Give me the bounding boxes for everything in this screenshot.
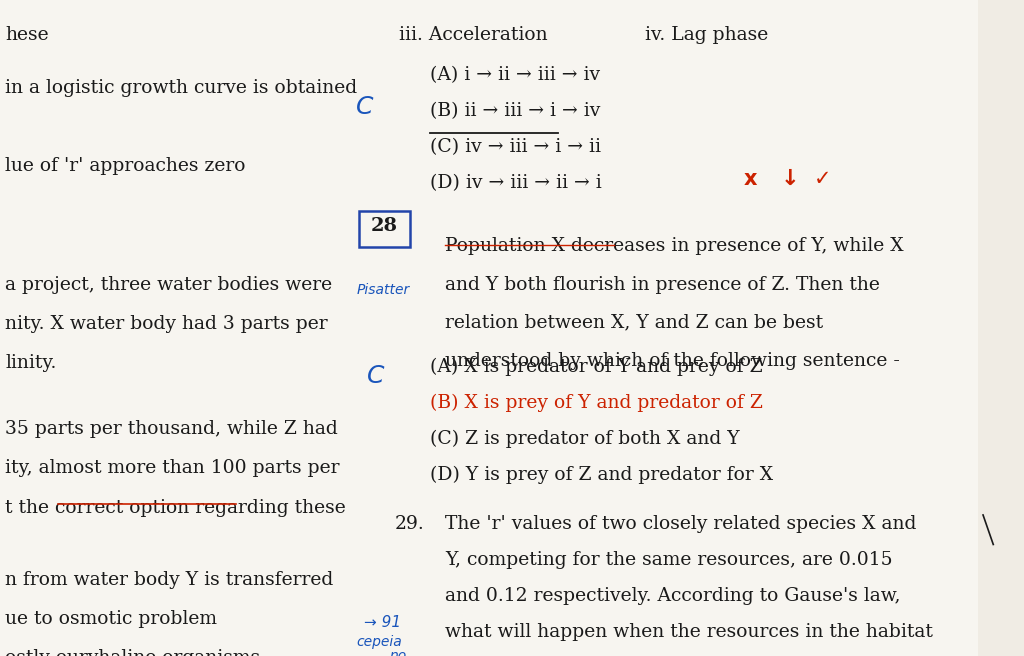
Text: (D) iv → iii → ii → i: (D) iv → iii → ii → i (430, 174, 602, 192)
Text: (A) i → ii → iii → iv: (A) i → ii → iii → iv (430, 66, 600, 83)
Text: ✓: ✓ (814, 169, 831, 188)
Text: understood by which of the following sentence -: understood by which of the following sen… (445, 352, 900, 369)
Text: 28: 28 (371, 216, 398, 235)
Text: no.: no. (389, 649, 411, 656)
Text: and Y both flourish in presence of Z. Then the: and Y both flourish in presence of Z. Th… (445, 276, 881, 293)
Text: and 0.12 respectively. According to Gause's law,: and 0.12 respectively. According to Gaus… (445, 587, 901, 605)
Text: Y, competing for the same resources, are 0.015: Y, competing for the same resources, are… (445, 551, 893, 569)
Text: (D) Y is prey of Z and predator for X: (D) Y is prey of Z and predator for X (430, 466, 773, 484)
Text: n from water body Y is transferred: n from water body Y is transferred (5, 571, 334, 588)
Text: ↓: ↓ (780, 169, 799, 188)
Text: relation between X, Y and Z can be best: relation between X, Y and Z can be best (445, 314, 823, 331)
Text: 29.: 29. (394, 515, 424, 533)
Text: iii. Acceleration: iii. Acceleration (399, 26, 548, 44)
Text: → 91: → 91 (364, 615, 400, 630)
Text: 35 parts per thousand, while Z had: 35 parts per thousand, while Z had (5, 420, 338, 438)
FancyBboxPatch shape (0, 0, 978, 656)
Text: cepeia: cepeia (356, 635, 402, 649)
Text: The 'r' values of two closely related species X and: The 'r' values of two closely related sp… (445, 515, 916, 533)
Text: ue to osmotic problem: ue to osmotic problem (5, 610, 217, 628)
Text: C: C (356, 95, 374, 119)
Text: ity, almost more than 100 parts per: ity, almost more than 100 parts per (5, 459, 340, 477)
Text: (A) X is predator of Y and prey of Z: (A) X is predator of Y and prey of Z (430, 358, 763, 376)
Text: Pisatter: Pisatter (356, 283, 410, 297)
Text: (B) X is prey of Y and predator of Z: (B) X is prey of Y and predator of Z (430, 394, 763, 412)
Text: linity.: linity. (5, 354, 56, 372)
Text: Population X decreases in presence of Y, while X: Population X decreases in presence of Y,… (445, 237, 904, 255)
Text: ostly euryhaline organisms: ostly euryhaline organisms (5, 649, 260, 656)
Text: iv. Lag phase: iv. Lag phase (645, 26, 768, 44)
Text: a project, three water bodies were: a project, three water bodies were (5, 276, 332, 293)
Text: C: C (367, 364, 384, 388)
Text: nity. X water body had 3 parts per: nity. X water body had 3 parts per (5, 315, 328, 333)
Text: x: x (743, 169, 757, 188)
Text: hese: hese (5, 26, 49, 44)
Text: t the correct option regarding these: t the correct option regarding these (5, 499, 346, 516)
Text: lue of 'r' approaches zero: lue of 'r' approaches zero (5, 157, 246, 175)
Text: (B) ii → iii → i → iv: (B) ii → iii → i → iv (430, 102, 600, 119)
Text: (C) iv → iii → i → ii: (C) iv → iii → i → ii (430, 138, 601, 155)
Text: in a logistic growth curve is obtained: in a logistic growth curve is obtained (5, 79, 357, 96)
Text: what will happen when the resources in the habitat: what will happen when the resources in t… (445, 623, 933, 641)
Text: (C) Z is predator of both X and Y: (C) Z is predator of both X and Y (430, 430, 739, 448)
